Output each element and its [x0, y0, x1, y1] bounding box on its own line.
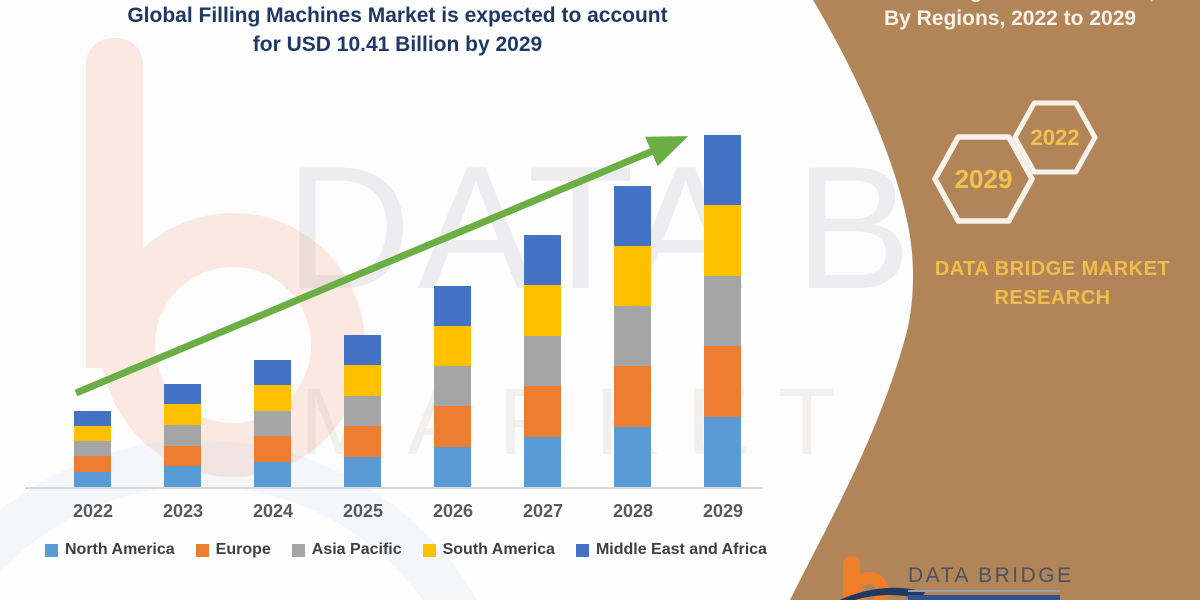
legend-label: South America — [442, 541, 555, 558]
chart-title: Global Filling Machines Market is expect… — [0, 1, 795, 59]
bar-segment-europe — [344, 426, 381, 457]
x-axis-label-2029: 2029 — [702, 501, 744, 521]
legend-label: Middle East and Africa — [595, 541, 767, 558]
bar-segment-asia-pacific — [254, 410, 291, 437]
bar-segment-asia-pacific — [434, 366, 471, 407]
panel-brand-line1: DATA BRIDGE MARKET — [934, 258, 1171, 280]
bar-segment-middle-east-and-africa — [614, 185, 651, 246]
legend-item-south-america: South America — [422, 541, 555, 559]
x-axis-label-2023: 2023 — [162, 501, 204, 521]
hexagon-2022-label: 2022 — [1031, 125, 1080, 150]
bar-segment-north-america — [614, 426, 651, 487]
bar-2024 — [254, 360, 291, 487]
bar-segment-europe — [704, 346, 741, 417]
bar-segment-north-america — [344, 456, 381, 487]
bar-segment-north-america — [434, 446, 471, 487]
bar-segment-asia-pacific — [74, 441, 111, 457]
bar-segment-asia-pacific — [164, 424, 201, 446]
bar-segment-south-america — [344, 365, 381, 396]
bar-segment-europe — [164, 445, 201, 467]
legend-swatch — [575, 543, 589, 557]
hexagon-2029 — [932, 134, 1035, 224]
bar-segment-south-america — [434, 325, 471, 367]
bar-segment-south-america — [254, 385, 291, 411]
chart-legend: North America Europe Asia Pacific South Ame… — [45, 541, 767, 559]
bar-segment-middle-east-and-africa — [254, 360, 291, 386]
bar-segment-south-america — [614, 245, 651, 307]
x-axis-labels: 2022 2023 2024 2025 2026 2027 2028 2029 — [48, 501, 768, 522]
legend-item-north-america: North America — [45, 541, 175, 559]
bar-segment-europe — [524, 386, 561, 437]
legend-swatch — [45, 543, 58, 557]
logo-band — [908, 595, 1060, 600]
legend-item-europe: Europe — [195, 541, 271, 559]
bar-segment-asia-pacific — [704, 275, 741, 346]
bar-segment-middle-east-and-africa — [704, 134, 741, 205]
panel-brand-text: DATA BRIDGE MARKET RESEARCH — [880, 255, 1200, 313]
x-axis-label-2028: 2028 — [612, 501, 654, 521]
bar-2027 — [524, 234, 561, 487]
bar-2022 — [74, 410, 111, 487]
bar-segment-middle-east-and-africa — [434, 285, 471, 326]
bar-segment-asia-pacific — [524, 335, 561, 386]
panel-brand-line2: RESEARCH — [994, 287, 1111, 309]
bar-segment-middle-east-and-africa — [164, 383, 201, 405]
legend-label: Europe — [215, 541, 271, 558]
bar-2029 — [704, 134, 741, 487]
panel-heading-clipped: Global Filling Machines Market, — [820, 0, 1190, 5]
bar-chart — [74, 134, 741, 487]
bar-segment-europe — [434, 406, 471, 447]
logo-swoosh — [839, 587, 925, 600]
x-axis-label-2022: 2022 — [72, 501, 114, 521]
x-axis-line — [25, 487, 763, 489]
legend-swatch — [195, 543, 209, 557]
chart-title-line2: for USD 10.41 Billion by 2029 — [252, 33, 543, 56]
legend-swatch — [291, 543, 305, 557]
chart-title-line1: Global Filling Machines Market is expect… — [127, 4, 668, 27]
bar-segment-south-america — [74, 425, 111, 442]
x-axis-label-2025: 2025 — [342, 501, 384, 521]
hexagon-badges: 2029 2022 — [932, 100, 1098, 224]
bar-segment-north-america — [254, 461, 291, 487]
logo-underline — [908, 590, 1060, 592]
legend-label: North America — [65, 541, 175, 558]
bar-segment-south-america — [164, 404, 201, 425]
bar-segment-europe — [74, 456, 111, 472]
bar-segment-south-america — [524, 285, 561, 336]
panel-heading-line1: Global Filling Machines Market, — [820, 0, 1190, 5]
bar-segment-middle-east-and-africa — [344, 334, 381, 365]
hexagon-2029-label: 2029 — [955, 164, 1013, 194]
legend-label: Asia Pacific — [311, 541, 402, 558]
panel-heading: By Regions, 2022 to 2029 — [883, 7, 1137, 30]
bar-segment-north-america — [164, 466, 201, 487]
bar-segment-europe — [254, 436, 291, 462]
x-axis-label-2026: 2026 — [432, 501, 474, 521]
bar-2028 — [614, 185, 651, 487]
bar-2023 — [164, 383, 201, 487]
bar-segment-europe — [614, 366, 651, 427]
bar-segment-south-america — [704, 205, 741, 276]
bar-segment-middle-east-and-africa — [524, 234, 561, 285]
legend-swatch — [422, 543, 436, 557]
x-axis-label-2027: 2027 — [522, 501, 564, 521]
bar-segment-north-america — [74, 471, 111, 487]
bar-segment-north-america — [704, 416, 741, 487]
x-axis-label-2024: 2024 — [252, 501, 294, 521]
bar-segment-north-america — [524, 436, 561, 487]
logo-text: DATA BRIDGE — [908, 564, 1074, 587]
bar-2025 — [344, 334, 381, 487]
bar-segment-middle-east-and-africa — [74, 410, 111, 426]
bar-2026 — [434, 285, 471, 487]
legend-item-middle-east-and-africa: Middle East and Africa — [575, 541, 767, 559]
hexagon-2022 — [1012, 100, 1098, 175]
bar-segment-asia-pacific — [614, 306, 651, 367]
legend-item-asia-pacific: Asia Pacific — [291, 541, 402, 559]
bar-segment-asia-pacific — [344, 395, 381, 426]
